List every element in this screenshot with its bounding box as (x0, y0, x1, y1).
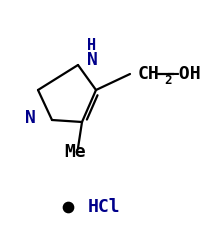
Text: H: H (88, 38, 96, 53)
Text: —OH: —OH (168, 65, 201, 83)
Point (66, 205, 70, 209)
Text: HCl: HCl (88, 198, 121, 216)
Text: CH: CH (138, 65, 160, 83)
Text: 2: 2 (164, 74, 171, 86)
Text: N: N (86, 51, 97, 69)
Text: N: N (24, 109, 35, 127)
Text: Me: Me (64, 143, 86, 161)
